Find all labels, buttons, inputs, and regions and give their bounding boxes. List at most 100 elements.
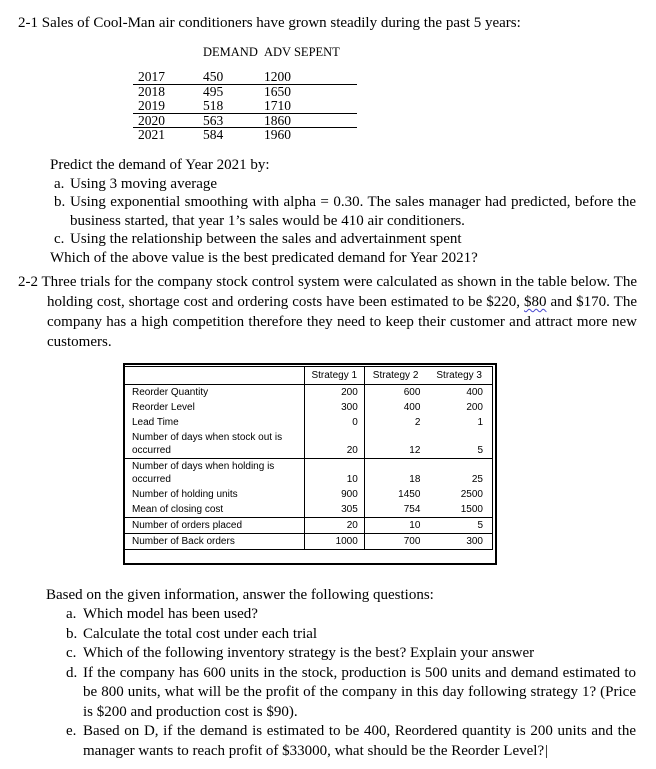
list-marker: c.	[66, 645, 77, 661]
question-text: Using 3 moving average	[70, 175, 218, 192]
demand-table-header-demand: DEMAND	[203, 45, 258, 59]
demand-table-demand-cell: 495	[203, 83, 224, 99]
strategy-table-value-cell: 20	[304, 517, 365, 534]
strategy-table-value-cell: 300	[426, 533, 493, 550]
list-marker: d.	[66, 664, 78, 681]
strategy-table-value-cell: 1	[477, 417, 483, 428]
question-2-2-intro: 2-2 Three trials for the company stock c…	[18, 272, 637, 352]
strategy-table-value-cell: 1500	[426, 502, 493, 518]
predict-heading: Predict the demand of Year 2021 by:	[50, 156, 270, 173]
demand-table-row: 2020 563 1860	[133, 112, 357, 128]
question-text: Using the relationship between the sales…	[70, 231, 462, 247]
strategy-table-header-1: Strategy 1	[304, 366, 365, 385]
demand-table-adv-cell: 1650	[264, 83, 291, 99]
question-item: d. If the company has 600 units in the st…	[66, 664, 636, 723]
question-text: Calculate the total cost under each tria…	[83, 625, 318, 642]
strategy-table-value-cell: 18	[409, 474, 421, 485]
strategy-table-value-cell: 600	[403, 387, 421, 398]
grammar-underlined-text: $80	[524, 294, 547, 310]
question-2-2-intro-before: 2-2 Three trials for the company stock c…	[18, 274, 637, 310]
strategy-table-value-cell: 2500	[460, 489, 483, 500]
demand-table-row: 2017 450 1200	[133, 70, 357, 85]
strategy-table-value-cell: 12	[364, 430, 427, 459]
strategy-table-header-empty	[125, 366, 305, 385]
demand-table-body: 2017 450 1200 2018 495 1650 2019 518 1710 2020 563…	[133, 70, 357, 143]
demand-table-adv-cell: 1200	[264, 69, 291, 84]
demand-table: DEMAND ADV SEPENT 2017 450 1200 2018 495 1650…	[133, 46, 357, 143]
question-2-1-closing: Which of the above value is the best pre…	[50, 249, 478, 266]
strategy-table-body: Reorder Quantity 200 600 400 Reorder Level 30…	[125, 384, 493, 550]
strategy-table-value-cell: 5	[426, 517, 493, 534]
question-item: e. Based on D, if the demand is estimated…	[66, 722, 636, 761]
question-item: b. Using exponential smoothing with alpha…	[54, 193, 636, 230]
list-marker: e.	[66, 723, 77, 739]
question-text: Based on D, if the demand is estimated t…	[83, 723, 636, 759]
strategy-table-header-2: Strategy 2	[364, 366, 427, 385]
strategy-table-value-cell: 10	[304, 458, 365, 487]
question-text: If the company has 600 units in the stoc…	[83, 664, 636, 720]
demand-table-row: 2019 518 1710	[133, 99, 357, 114]
list-marker: a.	[66, 606, 77, 622]
question-item: c. Which of the following inventory strat…	[66, 644, 636, 664]
strategy-table-value-cell: 200	[304, 384, 365, 400]
demand-table-demand-cell: 563	[203, 112, 224, 128]
question-2-2-intro-after: and $170. The company has a high competi…	[47, 294, 637, 350]
strategy-table-value-cell: 2	[414, 417, 421, 428]
strategy-table-value-cell: 1000	[304, 533, 365, 550]
strategy-table-value-cell: 25	[471, 474, 483, 485]
list-marker: b.	[66, 625, 78, 642]
demand-table-adv-cell: 1710	[264, 98, 291, 113]
question-item: a. Which model has been used?	[66, 605, 636, 625]
strategy-table-label-cell: Reorder Quantity	[125, 384, 305, 400]
strategy-table-value-cell: 20	[304, 430, 365, 459]
list-marker: b.	[54, 194, 66, 210]
strategy-table-row: Lead Time 0 2 1	[125, 415, 493, 430]
demand-table-demand-cell: 450	[203, 69, 224, 84]
strategy-table-row: Mean of closing cost 305 754 1500	[125, 502, 493, 518]
strategy-table-value-cell: 10	[364, 517, 427, 534]
strategy-table-row: Number of days when holding is occurred 1…	[125, 458, 493, 487]
strategy-table-label-cell: Reorder Level	[125, 400, 305, 415]
strategy-table-value-cell: 900	[304, 487, 365, 502]
strategy-table-label-cell: Number of days when stock out is occurre…	[125, 430, 305, 459]
strategy-table-row: Number of orders placed 20 10 5	[125, 517, 493, 534]
strategy-table-row: Number of holding units 900 1450 2500	[125, 487, 493, 502]
strategy-table-label-cell: Number of holding units	[125, 487, 305, 502]
strategy-table-value-cell: 1450	[398, 489, 421, 500]
demand-table-demand-cell: 518	[203, 98, 224, 113]
question-item: a. Using 3 moving average	[54, 175, 636, 194]
strategy-table-row: Reorder Level 300 400 200	[125, 400, 493, 415]
strategy-table-value-cell: 5	[426, 430, 493, 459]
question-2-2-list: a. Which model has been used? b. Calculate …	[66, 605, 636, 761]
demand-table-adv-cell: 1960	[264, 127, 291, 142]
text-cursor: |	[545, 742, 549, 759]
question-text: Which model has been used?	[83, 606, 258, 622]
strategy-table-label-cell: Number of orders placed	[125, 517, 305, 534]
demand-table-year-cell: 2018	[138, 83, 165, 99]
strategy-table-row: Reorder Quantity 200 600 400	[125, 384, 493, 400]
demand-table-header: DEMAND ADV SEPENT	[133, 46, 357, 59]
strategy-table-value-cell: 700	[364, 533, 427, 550]
demand-table-year-cell: 2017	[138, 69, 165, 84]
demand-table-demand-cell: 584	[203, 127, 224, 142]
demand-table-header-adv: ADV SEPENT	[264, 45, 340, 59]
list-marker: a.	[54, 175, 65, 192]
demand-table-year-cell: 2019	[138, 98, 165, 113]
strategy-table-header-row: Strategy 1 Strategy 2 Strategy 3	[125, 366, 493, 385]
question-2-1-intro: 2-1 Sales of Cool-Man air conditioners h…	[18, 15, 521, 31]
question-text: Using exponential smoothing with alpha =…	[70, 194, 636, 229]
strategy-table-label-cell: Number of Back orders	[125, 533, 305, 550]
strategy-table-header-3: Strategy 3	[426, 366, 493, 385]
question-item: b. Calculate the total cost under each tr…	[66, 625, 636, 645]
strategy-table: Strategy 1 Strategy 2 Strategy 3 Reorder…	[125, 366, 493, 550]
strategy-table-label-cell: Number of days when holding is occurred	[125, 458, 305, 487]
question-2-1-list: a. Using 3 moving average b. Using exponent…	[54, 175, 636, 249]
demand-table-year-cell: 2021	[138, 127, 165, 142]
strategy-table-frame: Strategy 1 Strategy 2 Strategy 3 Reorder…	[123, 363, 497, 565]
strategy-table-value-cell: 754	[364, 502, 427, 518]
list-marker: c.	[54, 231, 65, 247]
strategy-table-value-cell: 400	[403, 402, 421, 413]
strategy-table-value-cell: 305	[304, 502, 365, 518]
strategy-table-value-cell: 200	[466, 402, 483, 413]
